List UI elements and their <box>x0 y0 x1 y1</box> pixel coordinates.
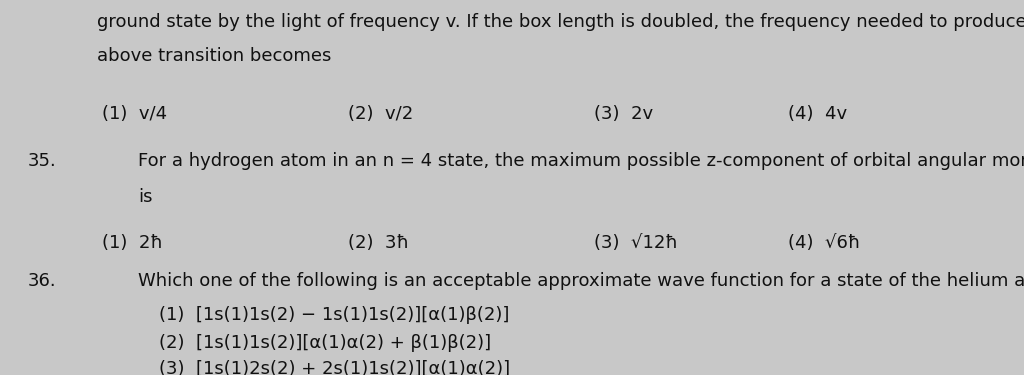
Text: Which one of the following is an acceptable approximate wave function for a stat: Which one of the following is an accepta… <box>138 272 1024 290</box>
Text: (1)  2ħ: (1) 2ħ <box>102 234 163 252</box>
Text: (2)  v/2: (2) v/2 <box>348 105 414 123</box>
Text: (1)  v/4: (1) v/4 <box>102 105 168 123</box>
Text: For a hydrogen atom in an n = 4 state, the maximum possible z-component of orbit: For a hydrogen atom in an n = 4 state, t… <box>138 152 1024 170</box>
Text: 36.: 36. <box>28 272 56 290</box>
Text: 35.: 35. <box>28 152 56 170</box>
Text: (2)  [1s(1)1s(2)][α(1)α(2) + β(1)β(2)]: (2) [1s(1)1s(2)][α(1)α(2) + β(1)β(2)] <box>159 334 490 352</box>
Text: (4)  √6ħ: (4) √6ħ <box>788 234 861 252</box>
Text: (3)  2v: (3) 2v <box>594 105 653 123</box>
Text: (3)  [1s(1)2s(2) + 2s(1)1s(2)][α(1)α(2)]: (3) [1s(1)2s(2) + 2s(1)1s(2)][α(1)α(2)] <box>159 360 510 375</box>
Text: (3)  √12ħ: (3) √12ħ <box>594 234 678 252</box>
Text: (1)  [1s(1)1s(2) − 1s(1)1s(2)][α(1)β(2)]: (1) [1s(1)1s(2) − 1s(1)1s(2)][α(1)β(2)] <box>159 306 509 324</box>
Text: (4)  4v: (4) 4v <box>788 105 848 123</box>
Text: above transition becomes: above transition becomes <box>97 47 332 65</box>
Text: is: is <box>138 188 153 206</box>
Text: (2)  3ħ: (2) 3ħ <box>348 234 410 252</box>
Text: ground state by the light of frequency v. If the box length is doubled, the freq: ground state by the light of frequency v… <box>97 13 1024 31</box>
